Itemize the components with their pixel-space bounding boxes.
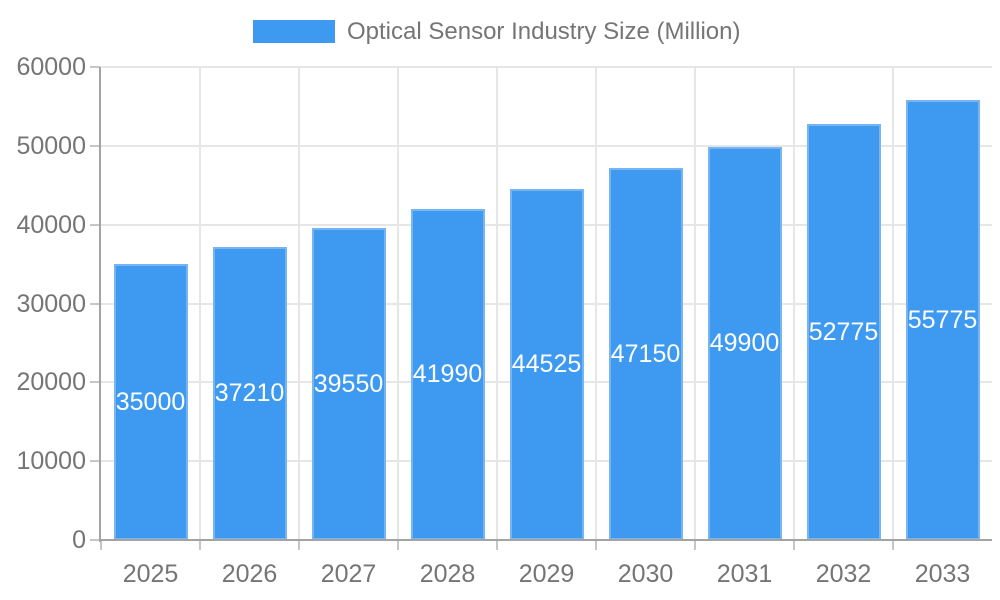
y-axis-tick <box>90 144 100 147</box>
x-gridline <box>694 67 696 540</box>
x-tick-label: 2025 <box>122 560 179 588</box>
bar[interactable] <box>608 168 683 540</box>
x-tick-label: 2032 <box>815 560 872 588</box>
bar[interactable] <box>509 188 584 540</box>
y-tick-label: 0 <box>72 526 86 554</box>
legend-swatch <box>253 20 335 43</box>
y-tick-label: 10000 <box>16 447 86 476</box>
bar-value-label: 47150 <box>610 340 681 369</box>
y-gridline <box>101 66 992 68</box>
x-gridline <box>298 67 300 540</box>
x-tick-label: 2027 <box>320 560 377 588</box>
legend: Optical Sensor Industry Size (Million) <box>253 17 741 45</box>
x-axis-tick <box>100 541 102 550</box>
bar[interactable] <box>113 264 188 540</box>
y-axis-tick <box>90 460 100 463</box>
x-tick-label: 2029 <box>518 560 575 588</box>
bar[interactable] <box>212 246 287 540</box>
x-gridline <box>892 67 894 540</box>
x-gridline <box>199 67 201 540</box>
x-tick-label: 2026 <box>221 560 278 588</box>
bar-value-label: 39550 <box>313 370 384 399</box>
y-tick-label: 20000 <box>16 368 86 397</box>
bar-value-label: 37210 <box>214 379 285 408</box>
x-axis-tick <box>496 541 498 550</box>
bar[interactable] <box>410 208 485 540</box>
bar-value-label: 35000 <box>115 388 186 417</box>
y-gridline <box>101 144 992 147</box>
y-tick-label: 30000 <box>16 289 86 318</box>
x-tick-label: 2028 <box>419 560 476 588</box>
x-gridline <box>397 67 399 540</box>
y-axis-tick <box>90 381 100 384</box>
y-axis-tick <box>90 539 100 541</box>
y-axis-tick <box>90 66 100 68</box>
y-axis-line <box>99 67 101 542</box>
x-axis-tick <box>199 541 201 550</box>
bar[interactable] <box>707 146 782 540</box>
x-axis-tick <box>397 541 399 550</box>
bar[interactable] <box>905 100 980 540</box>
y-tick-label: 40000 <box>16 210 86 239</box>
x-axis-line <box>99 539 992 541</box>
x-tick-label: 2031 <box>716 560 773 588</box>
x-gridline <box>793 67 795 540</box>
x-axis-tick <box>298 541 300 550</box>
x-axis-tick <box>694 541 696 550</box>
x-tick-label: 2030 <box>617 560 674 588</box>
bar-value-label: 44525 <box>511 350 582 379</box>
legend-label: Optical Sensor Industry Size (Million) <box>347 17 741 45</box>
x-gridline <box>496 67 498 540</box>
bar-value-label: 49900 <box>709 329 780 358</box>
x-tick-label: 2033 <box>914 560 971 588</box>
y-tick-label: 60000 <box>16 53 86 81</box>
bar[interactable] <box>311 228 386 540</box>
bar-value-label: 52775 <box>808 317 879 346</box>
bar-value-label: 55775 <box>907 306 978 335</box>
x-axis-tick <box>892 541 894 550</box>
y-axis-tick <box>90 302 100 305</box>
x-axis-tick <box>595 541 597 550</box>
x-axis-tick <box>793 541 795 550</box>
x-gridline <box>595 67 597 540</box>
y-tick-label: 50000 <box>16 131 86 160</box>
y-axis-tick <box>90 223 100 226</box>
bar[interactable] <box>806 123 881 540</box>
bar-value-label: 41990 <box>412 360 483 389</box>
